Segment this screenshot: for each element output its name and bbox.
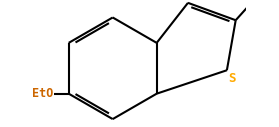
- Text: S: S: [228, 72, 236, 85]
- Text: EtO: EtO: [32, 87, 53, 100]
